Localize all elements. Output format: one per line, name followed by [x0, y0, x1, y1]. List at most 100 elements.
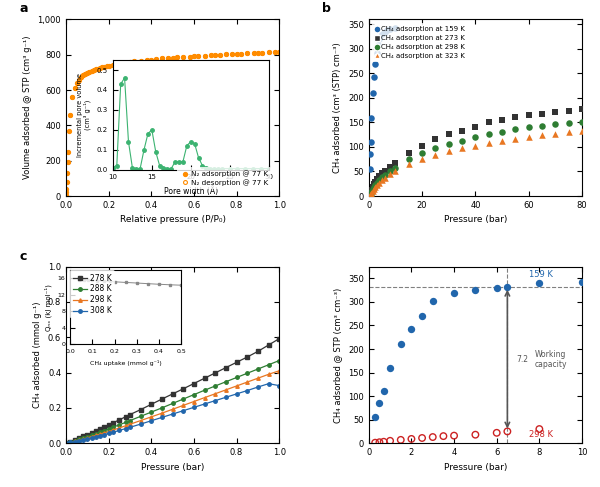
278 K — [84, 432, 91, 438]
278 K — [71, 437, 78, 443]
Y-axis label: CH₄ adsorbed @ STP (cm³ cm⁻³): CH₄ adsorbed @ STP (cm³ cm⁻³) — [334, 287, 343, 423]
308 K — [148, 418, 155, 424]
278 K — [223, 365, 230, 371]
298 K — [92, 432, 100, 438]
308 K — [116, 428, 123, 433]
Point — [404, 160, 413, 168]
Point — [404, 149, 413, 157]
278 K — [109, 420, 116, 426]
Point — [374, 35, 384, 43]
Point — [497, 115, 507, 123]
308 K — [223, 394, 230, 400]
308 K — [169, 411, 176, 417]
Y-axis label: CH₄ adsorbed (mmol g⁻¹): CH₄ adsorbed (mmol g⁻¹) — [34, 301, 43, 408]
308 K — [190, 404, 197, 410]
Point — [370, 74, 379, 81]
308 K — [79, 437, 86, 443]
Point — [365, 190, 374, 198]
N₂ desorption @ 77 K — [194, 53, 202, 59]
X-axis label: Pressure (bar): Pressure (bar) — [141, 463, 204, 471]
278 K — [169, 391, 176, 397]
278 K — [79, 433, 86, 439]
278 K — [158, 396, 166, 402]
Point — [551, 130, 560, 138]
N₂ desorption @ 77 K — [105, 63, 112, 69]
Point — [484, 139, 494, 147]
Point — [564, 107, 574, 114]
Point — [367, 188, 376, 196]
278 K — [67, 439, 74, 445]
Point — [484, 131, 494, 138]
N₂ desorption @ 77 K — [190, 54, 197, 59]
Point — [374, 399, 384, 407]
Point — [374, 438, 384, 446]
Point — [385, 170, 395, 178]
308 K — [88, 435, 95, 441]
Point — [372, 175, 382, 183]
Point — [524, 133, 533, 141]
298 K — [265, 372, 272, 377]
N₂ desorption @ 77 K — [216, 52, 223, 58]
Legend: N₂ adsorption @ 77 K, N₂ desorption @ 77 K: N₂ adsorption @ 77 K, N₂ desorption @ 77… — [178, 168, 271, 189]
Point — [366, 190, 376, 198]
288 K — [223, 379, 230, 385]
Point — [377, 176, 387, 184]
298 K — [201, 394, 208, 400]
308 K — [179, 408, 187, 413]
Point — [407, 325, 416, 333]
Point — [370, 413, 380, 421]
278 K — [116, 417, 123, 423]
Point — [428, 297, 437, 305]
288 K — [97, 430, 104, 435]
298 K — [148, 414, 155, 420]
Point — [535, 279, 544, 287]
Point — [365, 150, 375, 158]
308 K — [254, 384, 262, 390]
N₂ desorption @ 77 K — [97, 65, 104, 71]
Legend: CH₄ adsorption at 159 K, CH₄ adsorption at 273 K, CH₄ adsorption at 298 K, CH₄ a: CH₄ adsorption at 159 K, CH₄ adsorption … — [372, 23, 469, 62]
278 K — [92, 428, 100, 434]
308 K — [71, 439, 78, 445]
308 K — [265, 381, 272, 387]
298 K — [137, 418, 144, 424]
Point — [373, 41, 383, 49]
288 K — [71, 438, 78, 444]
288 K — [254, 366, 262, 372]
278 K — [97, 426, 104, 432]
288 K — [212, 383, 219, 389]
Point — [368, 185, 377, 193]
Line: 288 K: 288 K — [64, 359, 281, 445]
288 K — [179, 396, 187, 402]
308 K — [127, 424, 134, 430]
Point — [367, 113, 376, 121]
298 K — [71, 438, 78, 444]
Point — [383, 26, 392, 34]
N₂ adsorption @ 77 K — [90, 67, 97, 73]
Point — [396, 340, 406, 348]
288 K — [67, 439, 74, 445]
308 K — [84, 436, 91, 442]
N₂ desorption @ 77 K — [275, 49, 283, 55]
308 K — [137, 421, 144, 427]
278 K — [137, 407, 144, 412]
288 K — [109, 424, 116, 430]
Point — [470, 133, 480, 141]
Point — [431, 145, 440, 152]
Text: c: c — [19, 249, 26, 262]
Point — [524, 124, 533, 131]
298 K — [101, 430, 108, 436]
308 K — [233, 391, 240, 397]
Point — [492, 284, 502, 292]
Point — [417, 150, 427, 157]
Text: a: a — [19, 2, 28, 16]
288 K — [116, 422, 123, 428]
Text: 298 K: 298 K — [529, 430, 553, 439]
308 K — [244, 388, 251, 393]
Point — [366, 189, 376, 197]
288 K — [148, 409, 155, 415]
288 K — [265, 362, 272, 368]
Y-axis label: Volume adsorbed @ STP (cm³ g⁻¹): Volume adsorbed @ STP (cm³ g⁻¹) — [23, 36, 32, 180]
288 K — [244, 370, 251, 376]
298 K — [127, 421, 134, 427]
Point — [537, 122, 547, 130]
